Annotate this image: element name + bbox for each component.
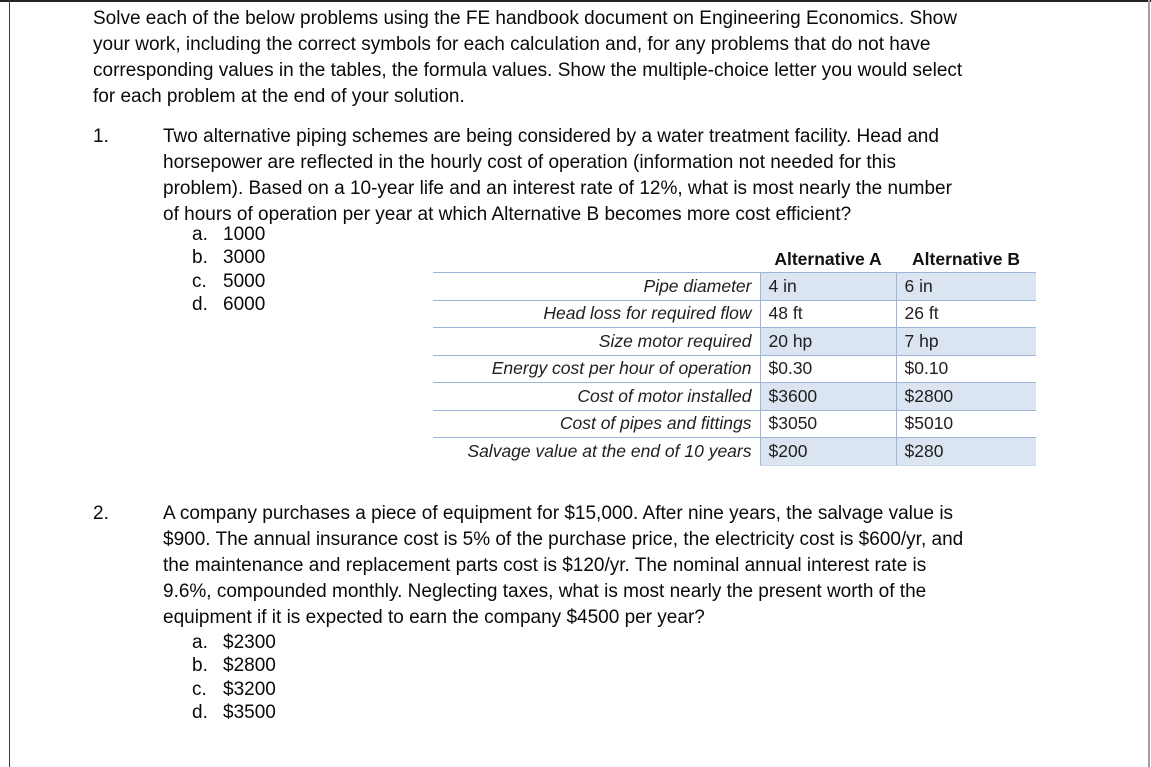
choice-letter: c. [192,270,207,292]
page-left-margin-line [9,0,10,767]
problem-2-choices: a. $2300 b. $2800 c. $3200 d. $3500 [192,631,276,724]
choice-letter: a. [192,224,208,245]
table-row: Pipe diameter 4 in 6 in [433,272,1036,300]
value-cell-b: 7 hp [895,327,1036,355]
table-row: Head loss for required flow 48 ft 26 ft [433,299,1036,328]
page-right-margin-line [1148,0,1150,767]
choice-letter: d. [192,701,208,723]
row-label: Head loss for required flow [433,299,760,328]
text-line: $900. The annual insurance cost is 5% of… [163,529,964,550]
value-cell-b: 26 ft [895,299,1036,328]
value-cell-b: $0.10 [895,354,1036,383]
column-header-alternative-b: Alternative B [912,248,1020,269]
problem-2: 2. A company purchases a piece of equipm… [93,501,963,631]
value-cell-a: $3600 [759,382,896,410]
row-label: Size motor required [433,327,760,355]
table-row: Salvage value at the end of 10 years $20… [433,437,1036,466]
value-cell-a: $3050 [759,409,896,438]
choice-value: $2800 [223,655,276,677]
text-line: problem). Based on a 10-year life and an… [163,178,952,199]
value-cell-b: $280 [895,437,1036,466]
text-line: for each problem at the end of your solu… [93,86,465,107]
choice-value: 6000 [223,293,266,315]
choice-item: b. $2800 [192,654,276,677]
text-line: your work, including the correct symbols… [93,34,931,55]
choice-letter: b. [192,247,208,269]
choice-value: $2300 [223,632,276,653]
choice-item: a. $2300 [192,631,276,654]
problem-1-text: Two alternative piping schemes are being… [163,124,952,228]
page-top-border [0,0,1151,2]
choice-letter: b. [192,655,208,677]
value-cell-b: 6 in [895,272,1036,300]
row-label: Energy cost per hour of operation [433,354,760,383]
text-line: corresponding values in the tables, the … [93,60,963,81]
text-line: equipment if it is expected to earn the … [163,607,705,628]
text-line: horsepower are reflected in the hourly c… [163,152,896,173]
choice-value: 1000 [223,224,266,245]
text-line: Two alternative piping schemes are being… [163,126,939,147]
choice-item: d. 6000 [192,293,265,316]
assignment-instructions: Solve each of the below problems using t… [93,6,962,110]
problem-1: 1. Two alternative piping schemes are be… [93,124,952,228]
choice-item: c. $3200 [192,678,276,701]
choice-letter: c. [192,678,207,700]
value-cell-a: 48 ft [759,299,896,328]
value-cell-a: $0.30 [759,354,896,383]
problem-1-choices: a. 1000 b. 3000 c. 5000 d. 6000 [192,223,265,316]
text-line: of hours of operation per year at which … [163,204,852,225]
text-line: 9.6%, compounded monthly. Neglecting tax… [163,581,927,602]
alternatives-comparison-table: Alternative A Alternative B Pipe diamete… [433,246,1036,466]
value-cell-a: 20 hp [759,327,896,355]
value-cell-a: 4 in [759,272,896,300]
problem-1-number: 1. [93,126,109,147]
choice-item: a. 1000 [192,223,265,246]
value-cell-b: $2800 [895,382,1036,410]
choice-letter: d. [192,293,208,315]
row-label: Salvage value at the end of 10 years [433,437,760,465]
choice-value: 5000 [223,270,266,292]
text-line: A company purchases a piece of equipment… [163,503,954,524]
choice-item: c. 5000 [192,270,265,293]
table-row: Energy cost per hour of operation $0.30 … [433,354,1036,383]
problem-2-text: A company purchases a piece of equipment… [163,501,963,631]
table-header-row: Alternative A Alternative B [433,246,1036,273]
table-row: Cost of pipes and fittings $3050 $5010 [433,409,1036,438]
table-row: Cost of motor installed $3600 $2800 [433,382,1036,410]
table-row: Size motor required 20 hp 7 hp [433,327,1036,355]
choice-value: 3000 [223,247,266,269]
row-label: Cost of pipes and fittings [433,409,760,438]
choice-item: b. 3000 [192,246,265,269]
choice-letter: a. [192,632,208,653]
row-label: Cost of motor installed [433,382,760,410]
text-line: the maintenance and replacement parts co… [163,555,927,576]
value-cell-a: $200 [759,437,896,466]
choice-value: $3500 [223,701,276,723]
choice-item: d. $3500 [192,701,276,724]
text-line: Solve each of the below problems using t… [93,8,957,29]
choice-value: $3200 [223,678,276,700]
problem-2-number: 2. [93,503,109,524]
column-header-alternative-a: Alternative A [774,248,882,269]
row-label: Pipe diameter [433,272,760,300]
value-cell-b: $5010 [895,409,1036,438]
empty-header-cell [433,246,760,273]
